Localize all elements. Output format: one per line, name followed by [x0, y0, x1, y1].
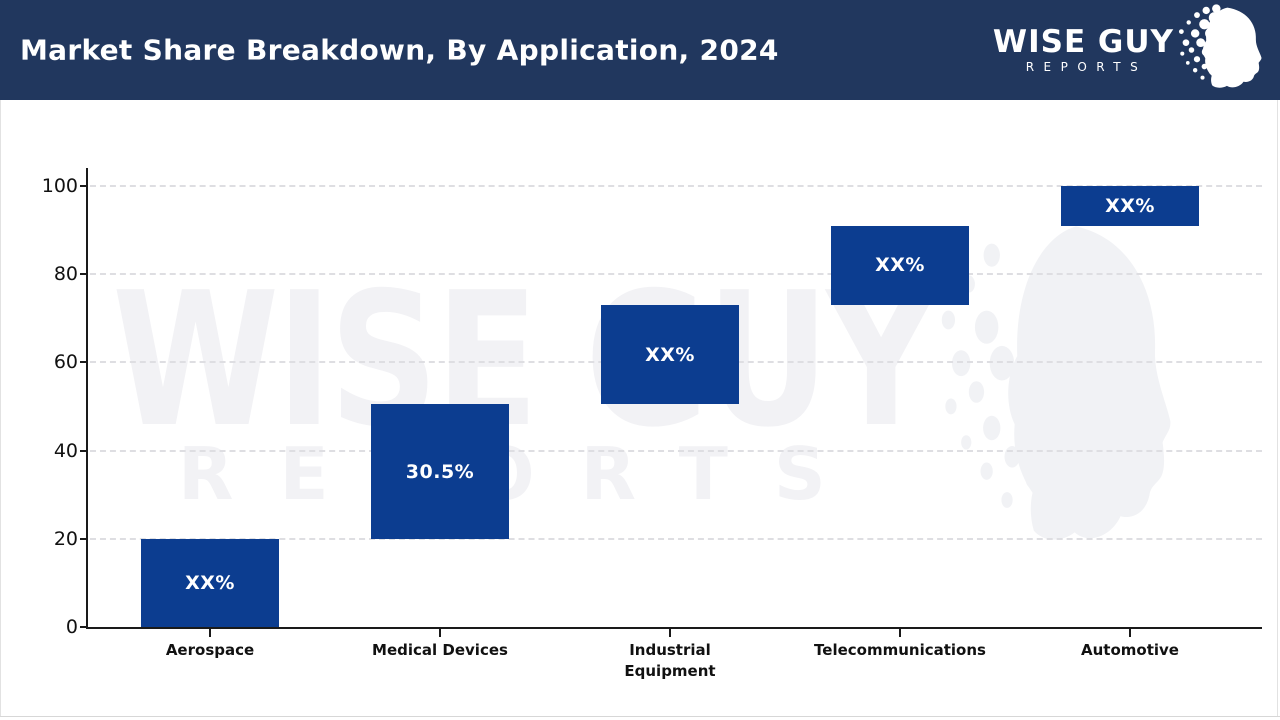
x-axis-line [86, 627, 1262, 629]
x-tick-automotive [1129, 629, 1131, 637]
y-tick-100 [80, 185, 88, 187]
x-tick-industrial-equipment [669, 629, 671, 637]
page-border-right [1277, 100, 1278, 716]
page-border-left [0, 100, 1, 716]
brand-wordmark: WISE GUY REPORTS [993, 26, 1174, 74]
header: Market Share Breakdown, By Application, … [0, 0, 1280, 100]
dotted-head-icon [1178, 4, 1262, 88]
y-tick-20 [80, 537, 88, 540]
category-label-medical-devices: Medical Devices [372, 641, 508, 659]
page-title: Market Share Breakdown, By Application, … [20, 33, 779, 67]
category-label-aerospace: Aerospace [165, 641, 255, 659]
bar-automotive: XX% [1061, 186, 1199, 226]
gridline-80 [90, 273, 1262, 276]
x-tick-telecommunications [899, 629, 901, 637]
gridline-20 [90, 537, 1262, 540]
chart-area: 0 20 40 60 80 100 XX% Aerospace 30.5% Medical Dev… [0, 100, 1280, 720]
y-tick-60 [80, 361, 88, 364]
gridline-100 [90, 185, 1262, 187]
bar-value-label-automotive: XX% [1105, 194, 1155, 217]
bar-value-label-industrial-equipment: XX% [645, 343, 695, 366]
y-tick-label-40: 40 [53, 439, 78, 462]
category-label-industrial-equipment: Industrial Equipment [624, 641, 716, 680]
y-tick-40 [80, 449, 88, 452]
y-tick-80 [80, 273, 88, 276]
x-tick-aerospace [209, 629, 211, 637]
gridline-40 [90, 449, 1262, 452]
x-tick-medical-devices [439, 629, 441, 637]
category-label-automotive: Automotive [1081, 641, 1179, 659]
y-tick-0 [80, 626, 88, 628]
brand-name-text: WISE GUY [992, 24, 1174, 60]
brand-subtitle-text: REPORTS [1025, 59, 1148, 74]
y-tick-label-100: 100 [41, 175, 78, 197]
bar-industrial-equipment: XX% [601, 305, 739, 405]
y-tick-label-60: 60 [53, 351, 78, 374]
brand-logo: WISE GUY REPORTS [993, 4, 1266, 96]
bar-medical-devices: 30.5% [371, 404, 509, 539]
y-tick-label-80: 80 [53, 263, 78, 286]
y-tick-label-20: 20 [53, 527, 78, 550]
bar-value-label-aerospace: XX% [185, 571, 235, 594]
y-tick-label-0: 0 [65, 616, 78, 638]
category-label-telecommunications: Telecommunications [814, 641, 986, 659]
bar-value-label-telecommunications: XX% [875, 254, 925, 277]
bar-telecommunications: XX% [831, 225, 969, 306]
bar-value-label-medical-devices: 30.5% [405, 460, 475, 483]
page-border-bottom [0, 716, 1280, 717]
y-axis-line [86, 168, 88, 629]
bar-aerospace: XX% [141, 538, 279, 627]
